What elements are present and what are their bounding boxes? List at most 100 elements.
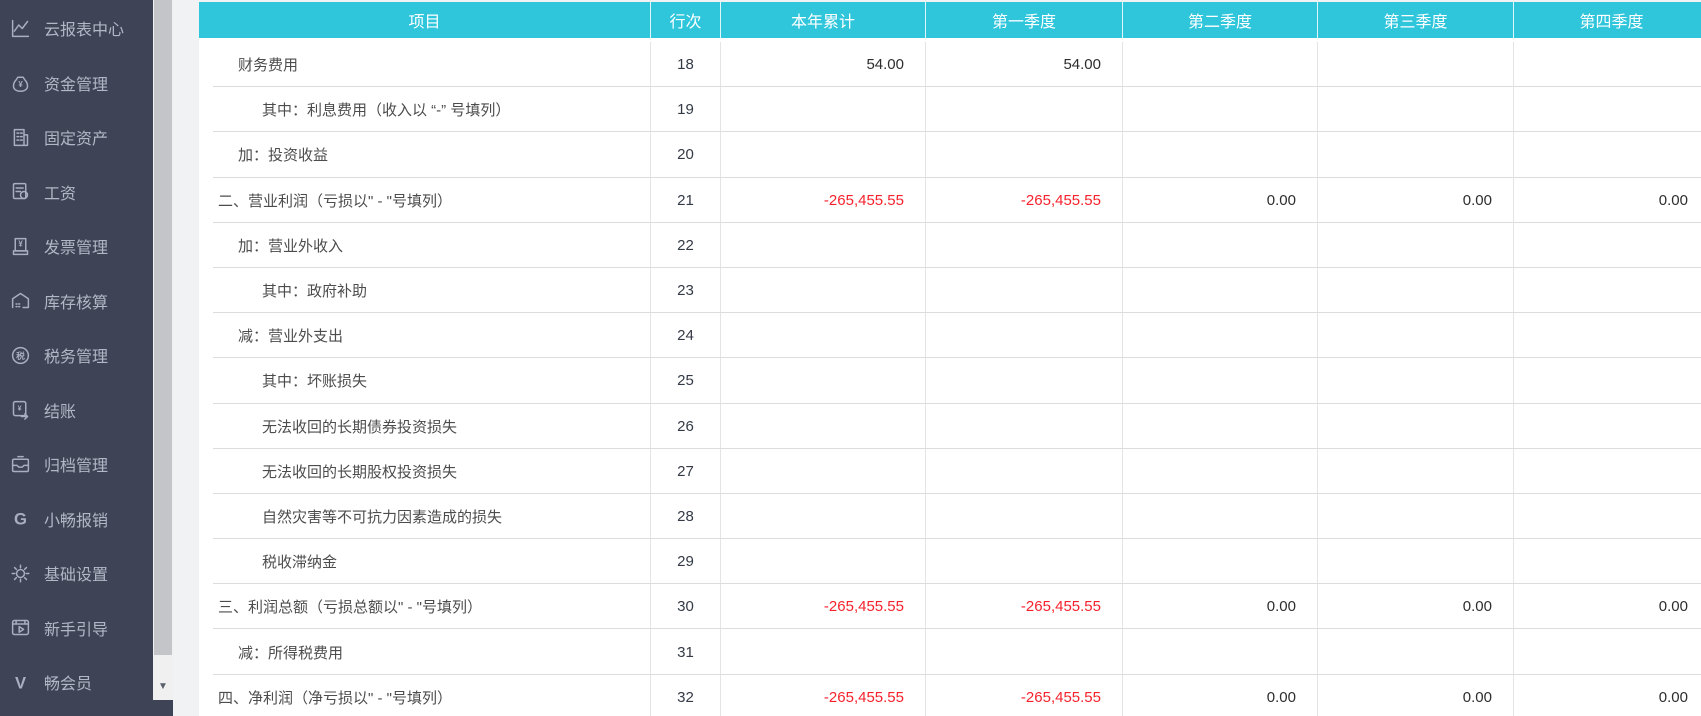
row-line-number: 29 xyxy=(650,539,720,585)
cell-q3 xyxy=(1317,448,1513,494)
svg-text:¥: ¥ xyxy=(18,239,23,248)
cell-q3: 0.00 xyxy=(1317,674,1513,716)
sidebar-item-label: 资金管理 xyxy=(44,76,109,94)
cell-ytd xyxy=(720,403,925,449)
sidebar-item-13[interactable]: V 畅会员 xyxy=(0,655,153,710)
cell-ytd: -265,455.55 xyxy=(720,584,925,630)
cell-q3 xyxy=(1317,493,1513,540)
sidebar-item-3[interactable]: 固定资产 xyxy=(0,110,153,165)
sidebar: 云报表中心 ¥ 资金管理 固定资产 工资 ¥ 发票管理 库存核算税 税务管理 ¥ 结账 归档管理 G 小畅… xyxy=(0,0,173,716)
cell-q4 xyxy=(1513,358,1701,404)
cell-q1 xyxy=(925,493,1122,540)
row-item-label: 税收滞纳金 xyxy=(262,554,338,572)
sidebar-item-11[interactable]: 基础设置 xyxy=(0,546,153,601)
cell-q1 xyxy=(925,222,1122,268)
cell-q2 xyxy=(1122,313,1317,359)
sidebar-item-10[interactable]: G 小畅报销 xyxy=(0,492,153,547)
row-line-number: 20 xyxy=(650,132,720,178)
row-line-number: 21 xyxy=(650,177,720,223)
table-row: 四、净利润（净亏损以" - "号填列） 32 -265,455.55 -265,455… xyxy=(199,674,1701,716)
table-row: 无法收回的长期股权投资损失 27 xyxy=(199,448,1701,495)
cell-q2 xyxy=(1122,87,1317,133)
cell-q2 xyxy=(1122,42,1317,88)
sidebar-item-label: 归档管理 xyxy=(44,458,109,476)
cell-q4 xyxy=(1513,539,1701,585)
sidebar-item-9[interactable]: 归档管理 xyxy=(0,437,153,492)
member-v-icon: V xyxy=(9,671,31,693)
sidebar-item-1[interactable]: 云报表中心 xyxy=(0,1,153,56)
cell-q2: 0.00 xyxy=(1122,674,1317,716)
cell-q1: -265,455.55 xyxy=(925,584,1122,630)
cell-q1: -265,455.55 xyxy=(925,674,1122,716)
column-header-q3: 第三季度 xyxy=(1317,2,1513,38)
table-row: 加：营业外收入 22 xyxy=(199,222,1701,269)
table-row: 自然灾害等不可抗力因素造成的损失 28 xyxy=(199,493,1701,540)
chevron-down-icon: ▼ xyxy=(158,680,168,692)
row-line-number: 25 xyxy=(650,358,720,404)
sidebar-item-5[interactable]: ¥ 发票管理 xyxy=(0,219,153,274)
cell-q3 xyxy=(1317,539,1513,585)
cell-q1: -265,455.55 xyxy=(925,177,1122,223)
cell-q1 xyxy=(925,403,1122,449)
row-item-label: 二、营业利润（亏损以" - "号填列） xyxy=(218,192,452,210)
row-item-label: 四、净利润（净亏损以" - "号填列） xyxy=(218,689,452,707)
column-header-line-number: 行次 xyxy=(650,2,720,38)
cell-q3: 0.00 xyxy=(1317,177,1513,223)
row-line-number: 19 xyxy=(650,87,720,133)
chart-line-icon xyxy=(9,17,31,39)
cell-q1 xyxy=(925,539,1122,585)
svg-text:G: G xyxy=(14,510,27,529)
sidebar-item-2[interactable]: ¥ 资金管理 xyxy=(0,56,153,111)
cell-q4 xyxy=(1513,132,1701,178)
table-row: 加：投资收益 20 xyxy=(199,132,1701,178)
sidebar-item-8[interactable]: ¥ 结账 xyxy=(0,383,153,438)
sidebar-item-label: 工资 xyxy=(44,185,77,203)
cell-q4 xyxy=(1513,448,1701,494)
cell-ytd xyxy=(720,358,925,404)
cell-q2 xyxy=(1122,493,1317,540)
cell-ytd xyxy=(720,448,925,494)
cell-q3 xyxy=(1317,42,1513,88)
row-item-label: 加：营业外收入 xyxy=(238,237,344,255)
g-logo-icon: G xyxy=(9,508,31,530)
cell-q1 xyxy=(925,313,1122,359)
sidebar-item-12[interactable]: 新手引导 xyxy=(0,601,153,656)
archive-tray-icon xyxy=(9,453,31,475)
cell-q4 xyxy=(1513,42,1701,88)
sidebar-item-label: 基础设置 xyxy=(44,567,109,585)
table-row: 其中：坏账损失 25 xyxy=(199,358,1701,404)
cell-ytd xyxy=(720,539,925,585)
scroll-down-button[interactable]: ▼ xyxy=(153,672,173,700)
table-row: 其中：利息费用（收入以 “-” 号填列） 19 xyxy=(199,87,1701,133)
row-line-number: 28 xyxy=(650,493,720,540)
cell-ytd xyxy=(720,313,925,359)
cell-q3 xyxy=(1317,313,1513,359)
table-header-row: 项目 行次 本年累计 第一季度 第二季度 第三季度 第四季度 xyxy=(199,2,1701,38)
row-line-number: 27 xyxy=(650,448,720,494)
sidebar-item-label: 税务管理 xyxy=(44,349,109,367)
sidebar-scrollbar-thumb[interactable] xyxy=(154,0,172,655)
cell-q3 xyxy=(1317,629,1513,675)
cell-q4 xyxy=(1513,403,1701,449)
svg-text:税: 税 xyxy=(16,350,25,361)
cell-q3 xyxy=(1317,87,1513,133)
row-item-label: 无法收回的长期债券投资损失 xyxy=(262,418,458,436)
warehouse-icon xyxy=(9,290,31,312)
column-header-q2: 第二季度 xyxy=(1122,2,1317,38)
guide-video-icon xyxy=(9,617,31,639)
cell-ytd xyxy=(720,132,925,178)
cell-q2: 0.00 xyxy=(1122,177,1317,223)
sidebar-scrollbar[interactable]: ▼ xyxy=(153,0,173,700)
sidebar-item-4[interactable]: 工资 xyxy=(0,165,153,220)
building-icon xyxy=(9,126,31,148)
table-row: 财务费用 18 54.00 54.00 xyxy=(199,42,1701,88)
sidebar-item-label: 新手引导 xyxy=(44,621,109,639)
sidebar-item-7[interactable]: 税 税务管理 xyxy=(0,328,153,383)
sidebar-item-6[interactable]: 库存核算 xyxy=(0,274,153,329)
row-line-number: 23 xyxy=(650,267,720,314)
cell-ytd: -265,455.55 xyxy=(720,177,925,223)
sidebar-item-label: 结账 xyxy=(44,403,77,421)
money-bag-icon: ¥ xyxy=(9,72,31,94)
cell-q2 xyxy=(1122,539,1317,585)
row-line-number: 30 xyxy=(650,584,720,630)
